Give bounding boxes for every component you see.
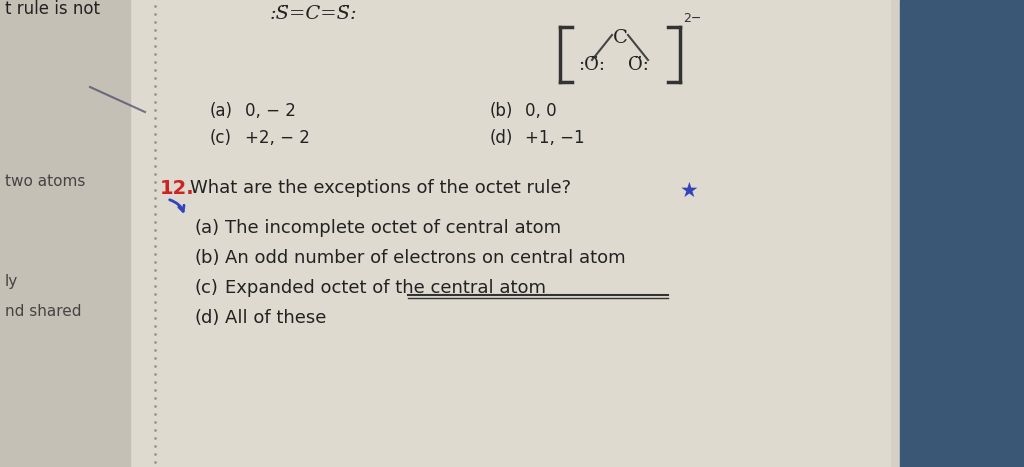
Text: The incomplete octet of central atom: The incomplete octet of central atom: [225, 219, 561, 237]
Text: Expanded octet of the central atom: Expanded octet of the central atom: [225, 279, 546, 297]
Bar: [0, 0, 920, 467]
Text: (d): (d): [195, 309, 220, 327]
Text: ly: ly: [5, 274, 18, 289]
Text: :S̈=C=S̈:: :S̈=C=S̈:: [270, 5, 357, 23]
Text: :Ö:: :Ö:: [578, 56, 605, 74]
Text: An odd number of electrons on central atom: An odd number of electrons on central at…: [225, 249, 626, 267]
Text: +1, −1: +1, −1: [525, 129, 585, 147]
Text: (b): (b): [490, 102, 513, 120]
Text: (c): (c): [195, 279, 219, 297]
Text: What are the exceptions of the octet rule?: What are the exceptions of the octet rul…: [190, 179, 571, 197]
Text: (a): (a): [210, 102, 233, 120]
Text: 2−: 2−: [683, 12, 701, 25]
Text: +2, − 2: +2, − 2: [245, 129, 310, 147]
Text: nd shared: nd shared: [5, 304, 82, 319]
Text: 0, − 2: 0, − 2: [245, 102, 296, 120]
Text: 0, 0: 0, 0: [525, 102, 557, 120]
Text: (a): (a): [195, 219, 220, 237]
Bar: [900, 0, 1024, 467]
Text: t rule is not: t rule is not: [5, 0, 100, 18]
Text: (b): (b): [195, 249, 220, 267]
Text: two atoms: two atoms: [5, 174, 85, 189]
Text: Ö:: Ö:: [628, 56, 649, 74]
Text: ★: ★: [680, 181, 698, 201]
Bar: [0, 0, 130, 467]
Text: C: C: [612, 29, 628, 47]
Text: (d): (d): [490, 129, 513, 147]
Text: (c): (c): [210, 129, 232, 147]
Text: 12.: 12.: [160, 179, 195, 198]
Text: All of these: All of these: [225, 309, 327, 327]
Bar: [130, 0, 890, 467]
